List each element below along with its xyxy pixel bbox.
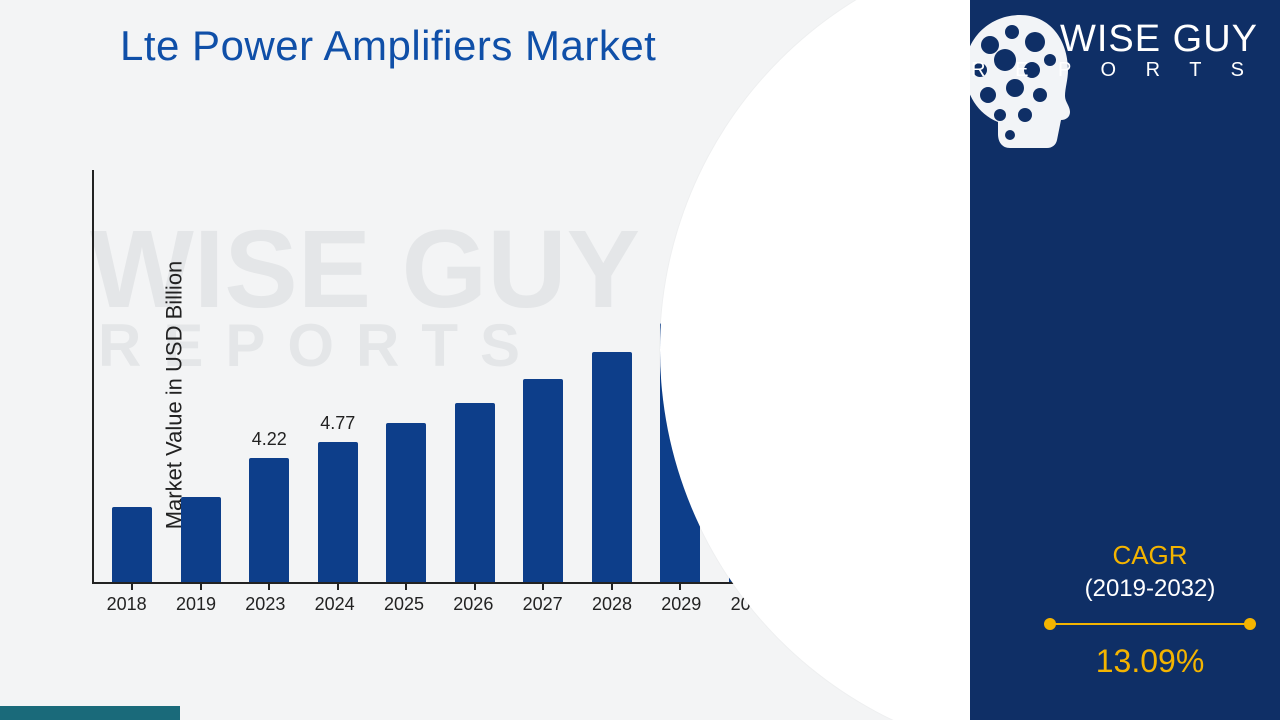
bar-wrap	[98, 170, 167, 582]
bar	[592, 352, 632, 582]
bar-wrap	[578, 170, 647, 582]
x-tick-label: 2027	[508, 588, 577, 620]
cagr-label: CAGR	[1020, 540, 1280, 571]
bar	[318, 442, 358, 582]
bar-wrap	[167, 170, 236, 582]
x-tick-label: 2029	[647, 588, 716, 620]
bar-value-label: 4.22	[252, 429, 287, 450]
bar-wrap	[372, 170, 441, 582]
x-tick-label: 2019	[161, 588, 230, 620]
bar	[181, 497, 221, 582]
cagr-block: CAGR (2019-2032) 13.09%	[1020, 540, 1280, 680]
brand-logo: WISE GUY R E P O R T S	[971, 18, 1258, 82]
cagr-value: 13.09%	[1020, 643, 1280, 680]
x-tick-label: 2018	[92, 588, 161, 620]
x-tick-label: 2023	[231, 588, 300, 620]
bar-wrap	[441, 170, 510, 582]
x-tick-label: 2025	[369, 588, 438, 620]
brand-line2: R E P O R T S	[971, 59, 1256, 82]
right-panel: WISE GUY R E P O R T S CAGR (2019-2032) …	[970, 0, 1280, 720]
bar-value-label: 4.77	[320, 413, 355, 434]
bar	[249, 458, 289, 582]
bar	[455, 403, 495, 583]
x-tick-label: 2026	[439, 588, 508, 620]
brand-line1: WISE GUY	[971, 18, 1258, 61]
bar	[112, 507, 152, 582]
x-tick-label: 2028	[577, 588, 646, 620]
footer-accent-bar	[0, 706, 180, 720]
bar-wrap	[509, 170, 578, 582]
cagr-separator	[1050, 623, 1250, 625]
bar-wrap: 4.22	[235, 170, 304, 582]
bar	[386, 423, 426, 582]
chart-title: Lte Power Amplifiers Market	[120, 22, 656, 70]
bar-wrap: 4.77	[304, 170, 373, 582]
x-tick-label: 2024	[300, 588, 369, 620]
bar	[523, 379, 563, 582]
cagr-period: (2019-2032)	[1020, 575, 1280, 603]
page: WISE GUY REPORTS Lte Power Amplifiers Ma…	[0, 0, 1280, 720]
